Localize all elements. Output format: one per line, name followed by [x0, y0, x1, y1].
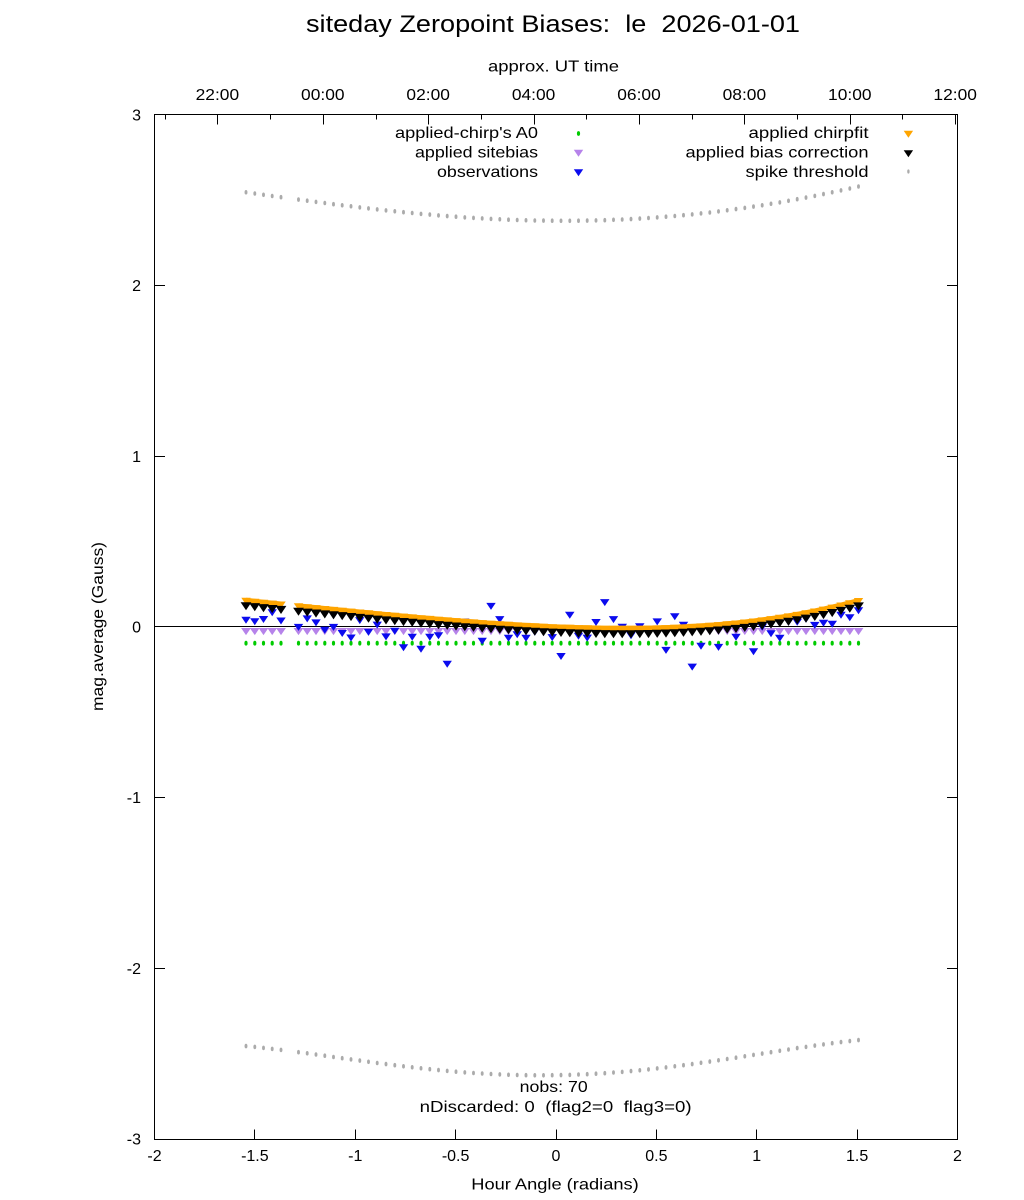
svg-text:-0.5: -0.5 — [442, 1148, 470, 1165]
svg-text:Hour Angle (radians): Hour Angle (radians) — [471, 1177, 639, 1194]
svg-text:siteday Zeropoint Biases: le: siteday Zeropoint Biases: le 2026-01-01 — [306, 11, 800, 38]
svg-text:applied-chirp's A0: applied-chirp's A0 — [395, 125, 538, 142]
svg-text:approx. UT time: approx. UT time — [488, 59, 619, 76]
svg-text:1: 1 — [752, 1148, 761, 1165]
svg-text:12:00: 12:00 — [933, 87, 977, 104]
svg-text:2: 2 — [953, 1148, 962, 1165]
svg-text:-1: -1 — [348, 1148, 362, 1165]
svg-text:applied chirpfit: applied chirpfit — [749, 125, 870, 142]
svg-text:06:00: 06:00 — [617, 87, 661, 104]
svg-text:2: 2 — [132, 278, 141, 295]
svg-text:applied sitebias: applied sitebias — [415, 145, 538, 162]
svg-text:-2: -2 — [127, 961, 141, 978]
svg-text:nobs: 70: nobs: 70 — [520, 1079, 588, 1096]
svg-text:1.5: 1.5 — [846, 1148, 868, 1165]
svg-text:08:00: 08:00 — [723, 87, 767, 104]
svg-text:02:00: 02:00 — [406, 87, 450, 104]
svg-text:spike threshold: spike threshold — [746, 164, 869, 181]
svg-text:nDiscarded: 0 (flag2=0 flag3: nDiscarded: 0 (flag2=0 flag3=0) — [420, 1099, 692, 1116]
svg-text:mag.average (Gauss): mag.average (Gauss) — [90, 542, 107, 711]
svg-text:1: 1 — [132, 449, 141, 466]
svg-text:observations: observations — [437, 164, 538, 181]
svg-text:10:00: 10:00 — [828, 87, 872, 104]
svg-text:0.5: 0.5 — [645, 1148, 667, 1165]
svg-text:0: 0 — [132, 620, 141, 637]
svg-text:-2: -2 — [147, 1148, 161, 1165]
svg-text:00:00: 00:00 — [301, 87, 345, 104]
svg-text:applied bias correction: applied bias correction — [686, 145, 869, 162]
svg-text:3: 3 — [132, 107, 141, 124]
svg-text:-1.5: -1.5 — [241, 1148, 269, 1165]
svg-text:04:00: 04:00 — [512, 87, 556, 104]
svg-text:22:00: 22:00 — [196, 87, 240, 104]
svg-text:-3: -3 — [127, 1132, 141, 1149]
svg-text:0: 0 — [552, 1148, 561, 1165]
svg-text:-1: -1 — [127, 790, 141, 807]
